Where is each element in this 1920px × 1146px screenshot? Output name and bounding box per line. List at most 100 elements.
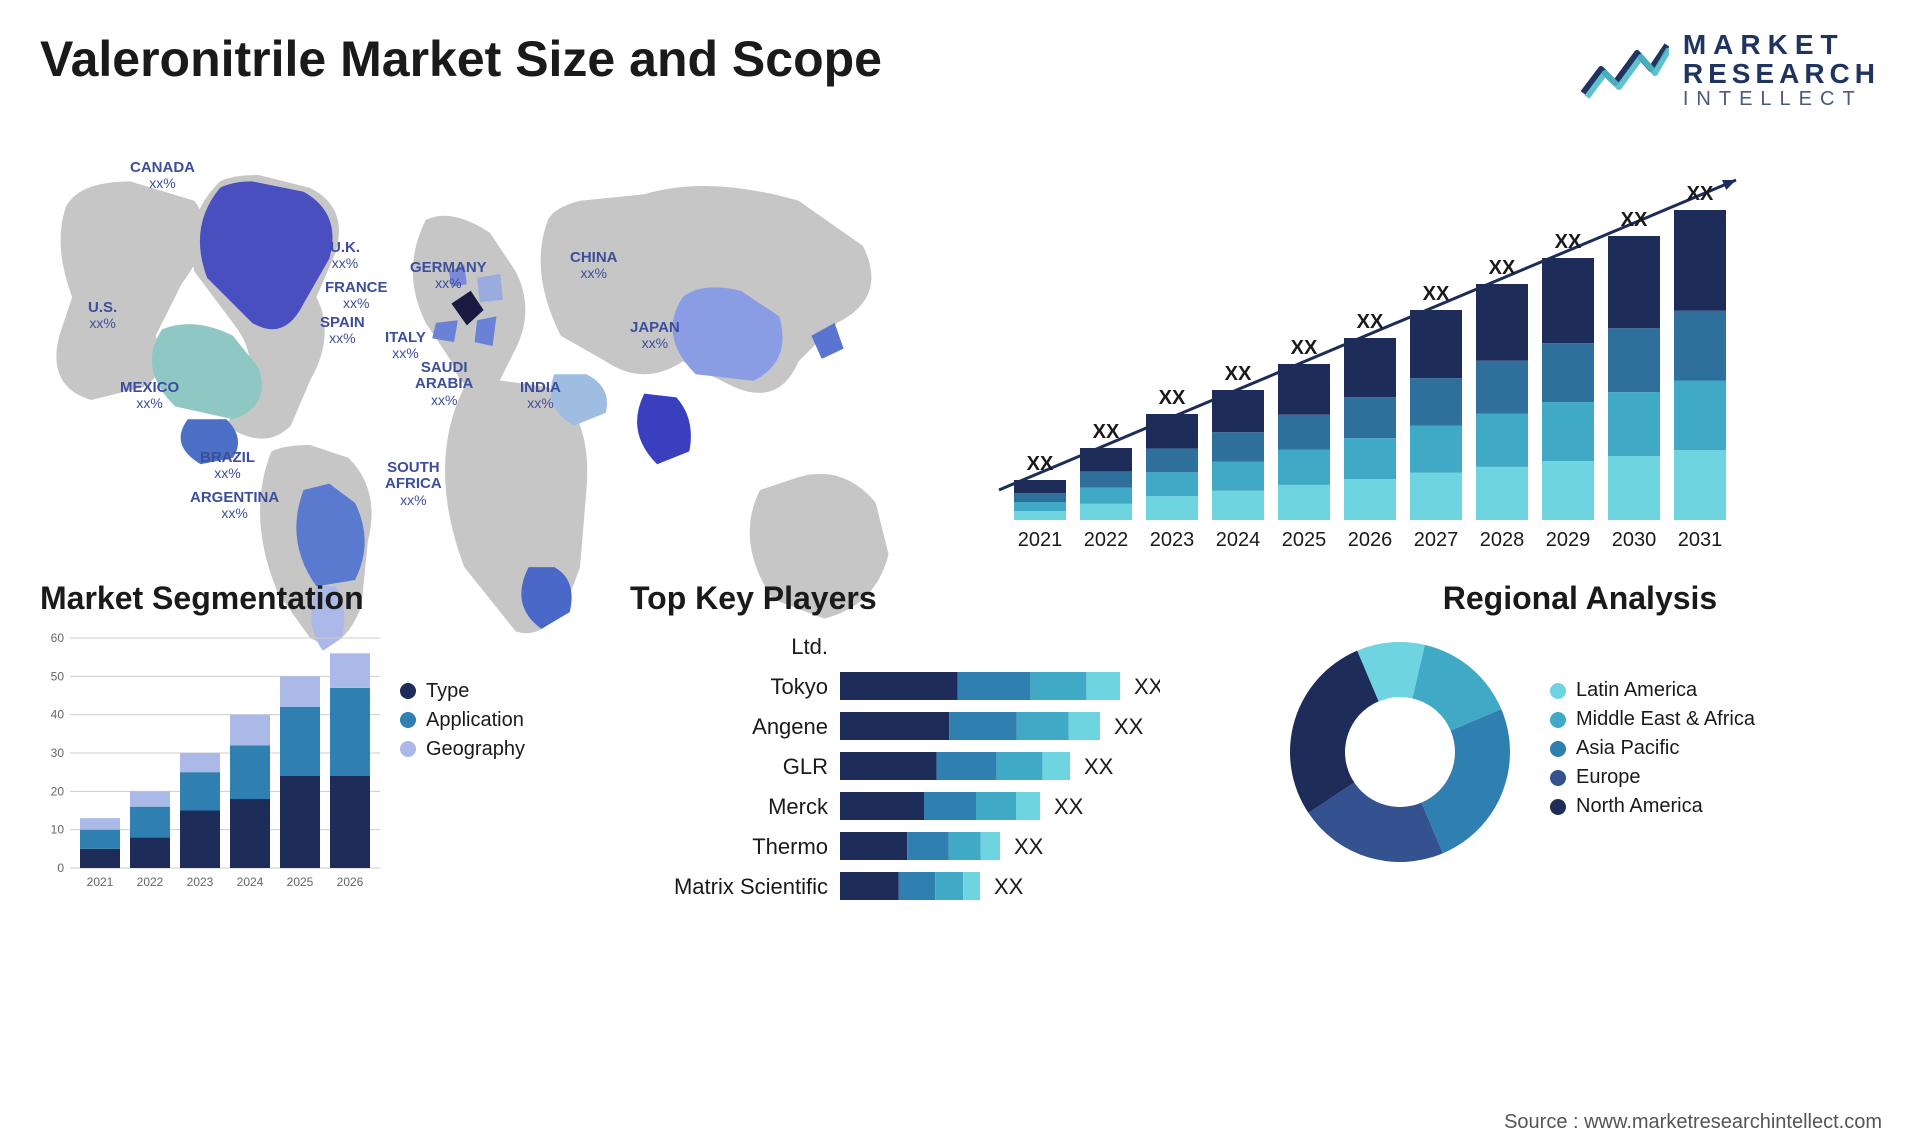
segmentation-panel: Market Segmentation 0 10 20 30 40 50 60 2021 202… — [40, 580, 600, 927]
map-label-mexico: MEXICOxx% — [120, 380, 179, 412]
svg-text:2030: 2030 — [1612, 529, 1657, 551]
svg-text:2021: 2021 — [1018, 529, 1063, 551]
logo-line2: RESEARCH — [1683, 59, 1880, 88]
seg-legend-application: Application — [400, 709, 525, 732]
svg-text:2026: 2026 — [1348, 529, 1393, 551]
svg-text:Angene: Angene — [752, 714, 828, 739]
map-label-france: FRANCExx% — [325, 280, 388, 312]
svg-text:2023: 2023 — [1150, 529, 1195, 551]
map-label-japan: JAPANxx% — [630, 320, 680, 352]
segmentation-chart: 0 10 20 30 40 50 60 2021 2022 2023 2024 2025 2026 — [40, 632, 380, 892]
svg-text:2021: 2021 — [87, 875, 114, 889]
region-legend-asia-pacific: Asia Pacific — [1550, 737, 1755, 760]
logo-icon — [1581, 39, 1669, 101]
svg-text:2031: 2031 — [1678, 529, 1723, 551]
svg-text:XX: XX — [1621, 209, 1648, 231]
map-label-u-s-: U.S.xx% — [88, 300, 117, 332]
map-label-south-africa: SOUTHAFRICAxx% — [385, 460, 442, 508]
seg-legend-geography: Geography — [400, 738, 525, 761]
svg-text:XX: XX — [1084, 754, 1114, 779]
legend-label: Geography — [426, 738, 525, 761]
svg-text:2024: 2024 — [1216, 529, 1261, 551]
map-label-spain: SPAINxx% — [320, 315, 365, 347]
svg-text:XX: XX — [1423, 283, 1450, 305]
legend-label: Application — [426, 709, 524, 732]
logo-line1: MARKET — [1683, 30, 1880, 59]
regional-donut — [1280, 632, 1520, 872]
svg-text:40: 40 — [51, 707, 65, 721]
source-attribution: Source : www.marketresearchintellect.com — [1504, 1111, 1882, 1134]
growth-chart-svg: XX 2021 XX 2022 XX 2023 XX 2024 XX 2025 XX 2026 XX 20… — [980, 160, 1740, 560]
svg-text:XX: XX — [1027, 453, 1054, 475]
svg-text:2022: 2022 — [1084, 529, 1129, 551]
svg-text:XX: XX — [1489, 257, 1516, 279]
svg-text:GLR: GLR — [783, 754, 828, 779]
regional-title: Regional Analysis — [1280, 580, 1880, 617]
region-legend-latin-america: Latin America — [1550, 679, 1755, 702]
legend-label: Middle East & Africa — [1576, 708, 1755, 731]
svg-text:XX: XX — [1093, 421, 1120, 443]
map-label-italy: ITALYxx% — [385, 330, 426, 362]
svg-text:Tokyo: Tokyo — [771, 674, 828, 699]
page-title: Valeronitrile Market Size and Scope — [40, 30, 882, 88]
svg-text:50: 50 — [51, 669, 65, 683]
svg-text:2023: 2023 — [187, 875, 214, 889]
svg-text:2028: 2028 — [1480, 529, 1525, 551]
map-label-china: CHINAxx% — [570, 250, 618, 282]
svg-text:XX: XX — [1357, 311, 1384, 333]
map-label-brazil: BRAZILxx% — [200, 450, 255, 482]
svg-text:60: 60 — [51, 632, 65, 645]
map-label-saudi-arabia: SAUDIARABIAxx% — [415, 360, 473, 408]
svg-text:Ltd.: Ltd. — [791, 634, 828, 659]
region-legend-north-america: North America — [1550, 795, 1755, 818]
svg-text:10: 10 — [51, 822, 65, 836]
segmentation-legend: Type Application Geography — [400, 680, 525, 767]
brand-logo: MARKET RESEARCH INTELLECT — [1581, 30, 1880, 110]
legend-label: North America — [1576, 795, 1703, 818]
svg-text:XX: XX — [1114, 714, 1144, 739]
svg-text:2027: 2027 — [1414, 529, 1459, 551]
seg-legend-type: Type — [400, 680, 525, 703]
region-legend-europe: Europe — [1550, 766, 1755, 789]
key-players-panel: Top Key Players Ltd. Tokyo XX Angene XX GLR XX… — [630, 580, 1250, 927]
map-label-argentina: ARGENTINAxx% — [190, 490, 279, 522]
svg-text:Merck: Merck — [768, 794, 829, 819]
svg-text:XX: XX — [994, 874, 1024, 899]
svg-text:2025: 2025 — [1282, 529, 1327, 551]
svg-text:2025: 2025 — [287, 875, 314, 889]
map-label-india: INDIAxx% — [520, 380, 561, 412]
map-label-u-k-: U.K.xx% — [330, 240, 360, 272]
map-label-germany: GERMANYxx% — [410, 260, 487, 292]
key-players-title: Top Key Players — [630, 580, 1250, 617]
svg-text:Thermo: Thermo — [752, 834, 828, 859]
svg-text:30: 30 — [51, 746, 65, 760]
legend-label: Asia Pacific — [1576, 737, 1679, 760]
svg-text:Matrix Scientific: Matrix Scientific — [674, 874, 828, 899]
svg-text:XX: XX — [1555, 231, 1582, 253]
legend-label: Latin America — [1576, 679, 1697, 702]
regional-legend: Latin America Middle East & Africa Asia Pa… — [1550, 679, 1755, 824]
svg-text:2029: 2029 — [1546, 529, 1591, 551]
growth-chart: XX 2021 XX 2022 XX 2023 XX 2024 XX 2025 XX 2026 XX 20… — [980, 130, 1880, 550]
svg-text:XX: XX — [1687, 183, 1714, 205]
regional-panel: Regional Analysis Latin America Middle Ea… — [1280, 580, 1880, 927]
logo-line3: INTELLECT — [1683, 89, 1880, 110]
svg-text:XX: XX — [1291, 337, 1318, 359]
map-label-canada: CANADAxx% — [130, 160, 195, 192]
svg-text:2026: 2026 — [337, 875, 364, 889]
svg-text:XX: XX — [1159, 387, 1186, 409]
legend-label: Type — [426, 680, 469, 703]
region-legend-middle-east-africa: Middle East & Africa — [1550, 708, 1755, 731]
legend-label: Europe — [1576, 766, 1641, 789]
key-players-chart: Ltd. Tokyo XX Angene XX GLR XX Merck XX Thermo XX M… — [630, 632, 1160, 922]
svg-text:20: 20 — [51, 784, 65, 798]
svg-text:2022: 2022 — [137, 875, 164, 889]
svg-text:2024: 2024 — [237, 875, 264, 889]
segmentation-title: Market Segmentation — [40, 580, 600, 617]
svg-text:XX: XX — [1054, 794, 1084, 819]
svg-text:0: 0 — [57, 861, 64, 875]
svg-text:XX: XX — [1134, 674, 1160, 699]
world-map: CANADAxx% U.S.xx% MEXICOxx% BRAZILxx% ARGENT… — [40, 130, 940, 550]
svg-text:XX: XX — [1014, 834, 1044, 859]
svg-text:XX: XX — [1225, 363, 1252, 385]
